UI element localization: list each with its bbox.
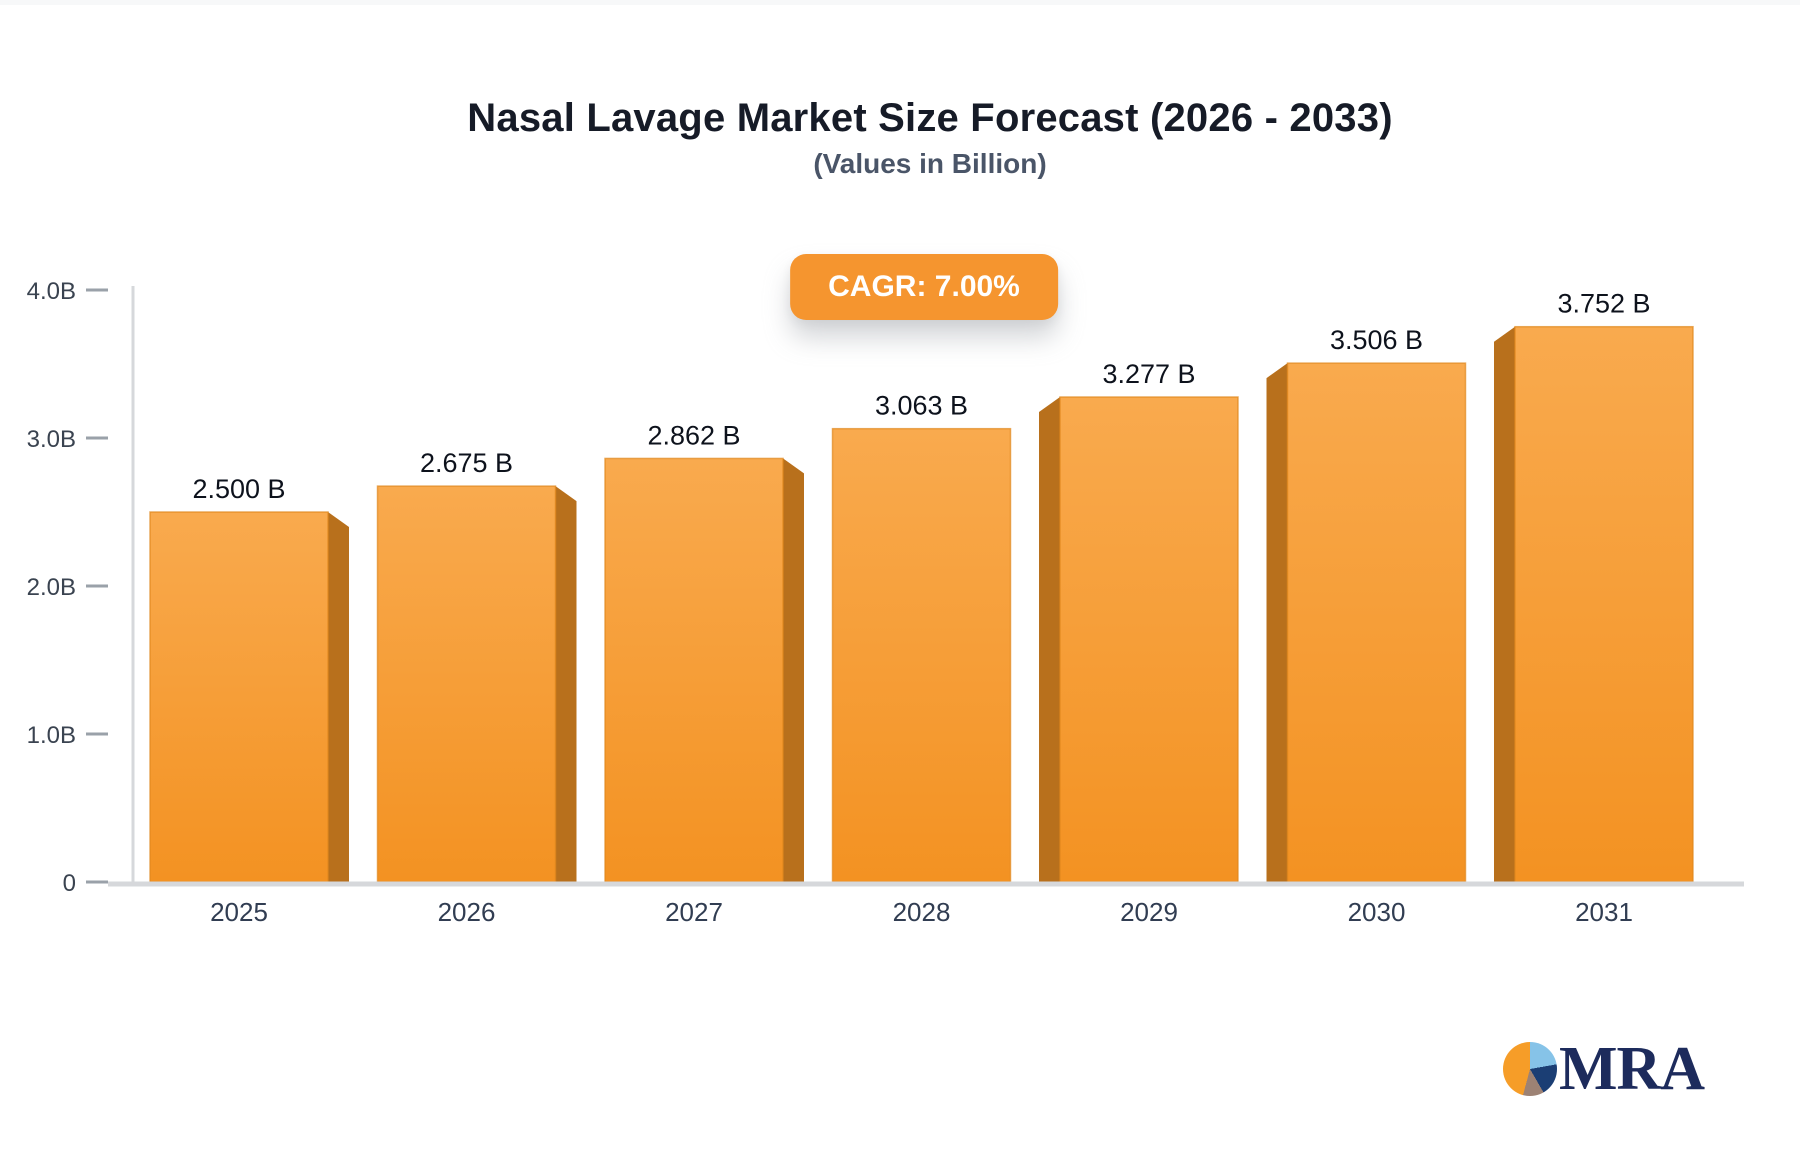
bar-front-face <box>831 427 1012 883</box>
bar-front-face <box>1514 325 1694 883</box>
pie-chart-icon <box>1503 1042 1557 1096</box>
y-axis-label: 3.0B <box>27 426 76 453</box>
bar-side-face <box>328 512 349 882</box>
bar-front-face <box>149 511 329 883</box>
top-edge-strip <box>0 0 1800 5</box>
x-axis-label: 2027 <box>665 897 723 927</box>
y-axis-label: 0 <box>63 870 76 897</box>
bar-value-label: 2.862 B <box>647 420 740 450</box>
x-axis-label: 2028 <box>893 897 951 927</box>
bar-value-label: 3.063 B <box>875 391 968 421</box>
y-axis-label: 1.0B <box>27 722 76 749</box>
bar-front-face <box>376 485 557 883</box>
chart-title: Nasal Lavage Market Size Forecast (2026 … <box>467 96 1393 140</box>
bar-2031: 3.752 B 2031 <box>1494 289 1694 927</box>
x-axis-label: 2031 <box>1575 897 1633 927</box>
x-axis-label: 2029 <box>1120 897 1178 927</box>
bar-value-label: 3.506 B <box>1330 325 1423 355</box>
y-axis-label: 4.0B <box>27 278 76 305</box>
bar-2030: 3.506 B 2030 <box>1266 325 1467 927</box>
bar-side-face <box>555 486 577 882</box>
bar-2027: 2.862 B 2027 <box>604 420 804 927</box>
bar-front-face <box>604 457 784 883</box>
bar-side-face <box>1494 326 1515 883</box>
x-axis-label: 2030 <box>1348 897 1406 927</box>
bar-value-label: 3.752 B <box>1557 289 1650 319</box>
bar-2025: 2.500 B 2025 <box>149 474 349 927</box>
x-axis-label: 2026 <box>438 897 496 927</box>
bar-side-face <box>1039 397 1060 882</box>
bar-2028: 3.063 B 2028 <box>831 391 1012 927</box>
bar-2029: 3.277 B 2029 <box>1039 359 1239 927</box>
x-axis-label: 2025 <box>210 897 268 927</box>
y-axis-label: 2.0B <box>27 574 76 601</box>
brand-name: MRA <box>1559 1035 1705 1103</box>
brand-logo: MRA <box>1503 1035 1705 1103</box>
chart-subtitle: (Values in Billion) <box>813 148 1047 179</box>
bar-value-label: 2.500 B <box>192 474 285 504</box>
bar-2026: 2.675 B 2026 <box>376 448 577 927</box>
bar-front-face <box>1286 362 1467 883</box>
bar-side-face <box>1266 363 1288 882</box>
bar-value-label: 2.675 B <box>420 448 513 478</box>
bar-side-face <box>783 458 804 882</box>
cagr-badge: CAGR: 7.00% <box>790 254 1058 320</box>
bar-value-label: 3.277 B <box>1102 359 1195 389</box>
bar-front-face <box>1059 396 1239 883</box>
